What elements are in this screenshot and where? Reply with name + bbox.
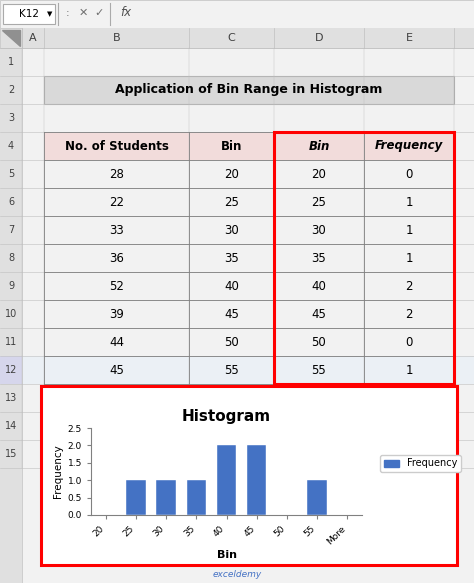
Text: 1: 1 <box>405 251 413 265</box>
Text: 2: 2 <box>8 85 14 95</box>
Legend: Frequency: Frequency <box>381 455 461 472</box>
Text: 25: 25 <box>311 195 327 209</box>
Title: Histogram: Histogram <box>182 409 271 424</box>
Text: 3: 3 <box>8 113 14 123</box>
Y-axis label: Frequency: Frequency <box>54 445 64 498</box>
Text: Frequency: Frequency <box>375 139 443 153</box>
Text: exceldemy: exceldemy <box>212 570 262 579</box>
Text: 11: 11 <box>5 337 17 347</box>
Bar <box>187 480 206 515</box>
Text: 55: 55 <box>311 363 327 377</box>
Text: 1: 1 <box>405 223 413 237</box>
Text: Bin: Bin <box>308 139 330 153</box>
Text: 45: 45 <box>109 363 124 377</box>
Text: 25: 25 <box>224 195 239 209</box>
Text: 30: 30 <box>224 223 239 237</box>
Text: 55: 55 <box>224 363 239 377</box>
Bar <box>0 0 474 28</box>
Text: 15: 15 <box>5 449 17 459</box>
Bar <box>0 356 22 384</box>
Text: fx: fx <box>120 6 131 19</box>
Bar <box>22 356 474 384</box>
Text: C: C <box>228 33 236 43</box>
Bar <box>307 480 327 515</box>
Text: 35: 35 <box>224 251 239 265</box>
Text: 2: 2 <box>405 279 413 293</box>
Text: 4: 4 <box>8 141 14 151</box>
Bar <box>44 76 454 104</box>
Bar <box>0 48 22 583</box>
Text: 13: 13 <box>5 393 17 403</box>
Text: ✓: ✓ <box>94 8 104 18</box>
Text: 44: 44 <box>109 335 124 349</box>
Bar <box>274 132 454 384</box>
Text: B: B <box>113 33 120 43</box>
Text: 0: 0 <box>405 167 413 181</box>
Bar <box>127 480 146 515</box>
Text: 20: 20 <box>311 167 327 181</box>
Bar <box>217 445 236 515</box>
Text: 12: 12 <box>5 365 17 375</box>
Text: K12: K12 <box>19 9 39 19</box>
Text: 0: 0 <box>405 335 413 349</box>
Text: Bin: Bin <box>221 139 242 153</box>
Text: 9: 9 <box>8 281 14 291</box>
Text: 1: 1 <box>405 363 413 377</box>
Text: 50: 50 <box>224 335 239 349</box>
Text: 50: 50 <box>311 335 327 349</box>
Text: 5: 5 <box>8 169 14 179</box>
Bar <box>156 480 176 515</box>
Text: Application of Bin Range in Histogram: Application of Bin Range in Histogram <box>115 83 383 97</box>
Bar <box>44 132 454 160</box>
Text: 2: 2 <box>405 307 413 321</box>
Text: 40: 40 <box>224 279 239 293</box>
Text: 14: 14 <box>5 421 17 431</box>
Text: 8: 8 <box>8 253 14 263</box>
Text: 33: 33 <box>109 223 124 237</box>
Text: ▼: ▼ <box>47 11 53 17</box>
Bar <box>41 386 457 565</box>
Text: No. of Students: No. of Students <box>64 139 168 153</box>
Text: 10: 10 <box>5 309 17 319</box>
Text: 1: 1 <box>405 195 413 209</box>
Bar <box>0 28 474 48</box>
Bar <box>3 4 55 24</box>
Text: 39: 39 <box>109 307 124 321</box>
Text: 6: 6 <box>8 197 14 207</box>
Text: A: A <box>29 33 37 43</box>
Text: E: E <box>405 33 412 43</box>
Text: 30: 30 <box>311 223 327 237</box>
Bar <box>247 445 266 515</box>
Text: 45: 45 <box>224 307 239 321</box>
Bar <box>0 28 22 48</box>
Polygon shape <box>2 30 20 46</box>
Text: 22: 22 <box>109 195 124 209</box>
Text: 7: 7 <box>8 225 14 235</box>
Text: D: D <box>315 33 323 43</box>
Text: 28: 28 <box>109 167 124 181</box>
Text: 45: 45 <box>311 307 327 321</box>
Text: 1: 1 <box>8 57 14 67</box>
Text: 36: 36 <box>109 251 124 265</box>
Text: 20: 20 <box>224 167 239 181</box>
X-axis label: Bin: Bin <box>217 550 237 560</box>
Text: 35: 35 <box>311 251 327 265</box>
Text: :: : <box>66 8 70 18</box>
Text: ✕: ✕ <box>78 8 88 18</box>
Text: 52: 52 <box>109 279 124 293</box>
Text: 40: 40 <box>311 279 327 293</box>
